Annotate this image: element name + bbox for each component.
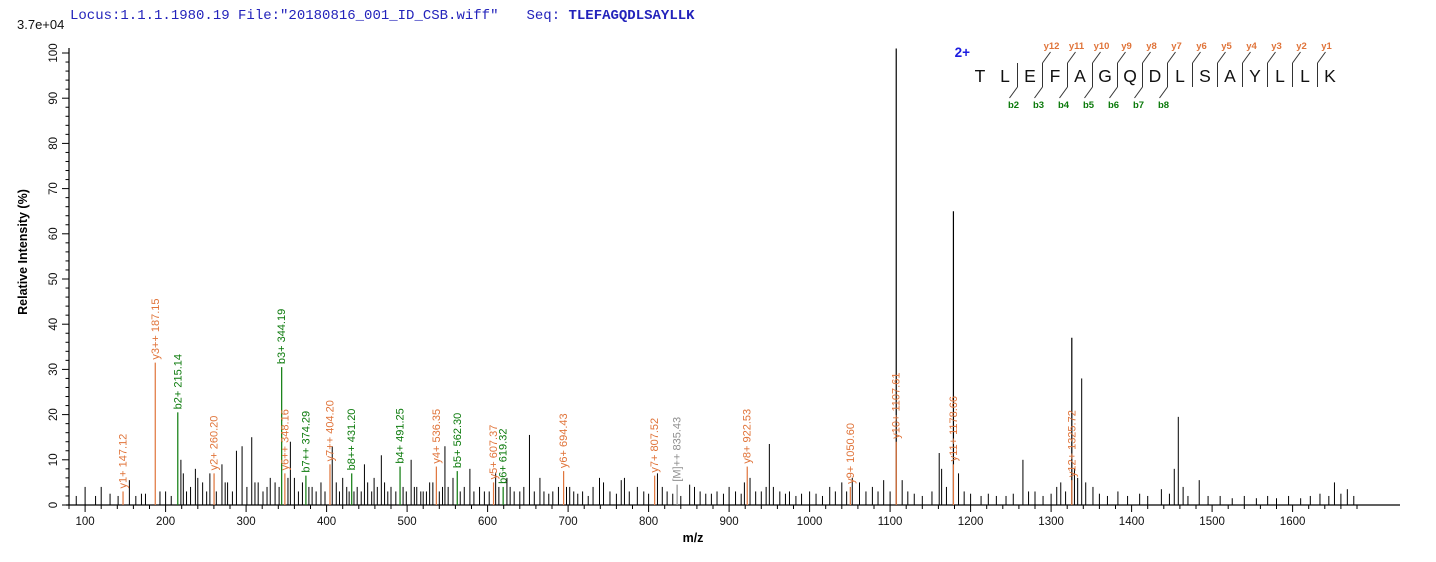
y-ion-marker: y3 [1271, 41, 1282, 52]
intensity-scale-note: 3.7e+04 [17, 17, 65, 32]
peak-annotation-label: y2+ 260.20 [209, 416, 221, 471]
peak-annotation-label: y10+ 1107.61 [891, 373, 903, 439]
y-ion-marker: y4 [1246, 41, 1257, 52]
svg-text:400: 400 [317, 516, 336, 528]
peak-annotation-label: y11+ 1178.66 [948, 396, 960, 461]
svg-text:10: 10 [48, 453, 60, 466]
svg-text:1300: 1300 [1038, 516, 1064, 528]
svg-text:90: 90 [48, 92, 60, 105]
peak-labels-layer: y1+ 147.12 y3++ 187.15 b2+ 215.14 y2+ 260.2… [118, 298, 1079, 488]
y-axis-title: Relative Intensity (%) [16, 189, 30, 315]
residue-letter: L [1300, 66, 1310, 86]
svg-text:200: 200 [156, 516, 175, 528]
seq-label: Seq: [526, 8, 561, 24]
header-line: Locus:1.1.1.1980.19 File:"20180816_001_I… [70, 8, 695, 24]
y-ion-marker: y1 [1321, 41, 1332, 52]
peak-annotation-label: y5+ 607.37 [488, 425, 500, 480]
svg-text:1200: 1200 [958, 516, 984, 528]
y-ion-marker: y12 [1044, 41, 1060, 52]
svg-text:800: 800 [639, 516, 658, 528]
b-ion-marker: b4 [1058, 100, 1070, 111]
locus-file-label: Locus:1.1.1.1980.19 File:"20180816_001_I… [70, 8, 499, 24]
svg-text:1500: 1500 [1199, 516, 1225, 528]
svg-text:1000: 1000 [797, 516, 823, 528]
svg-text:0: 0 [48, 502, 60, 508]
peak-annotation-label: y4+ 536.35 [431, 409, 443, 464]
b-ion-marker: b3 [1033, 100, 1044, 111]
svg-text:900: 900 [720, 516, 739, 528]
peak-annotation-label: y12+ 1325.72 [1066, 410, 1078, 477]
peak-annotation-label: b6+ 619.32 [498, 429, 510, 484]
residue-letter: Y [1249, 66, 1261, 86]
residue-letter: E [1024, 66, 1036, 86]
residue-letter: D [1149, 66, 1162, 86]
svg-text:100: 100 [76, 516, 95, 528]
residue-letter: K [1324, 66, 1336, 86]
svg-text:300: 300 [237, 516, 256, 528]
svg-text:1100: 1100 [878, 516, 903, 528]
svg-text:600: 600 [478, 516, 497, 528]
residue-letter: F [1050, 66, 1061, 86]
y-ion-marker: y7 [1171, 41, 1182, 52]
x-axis-title: m/z [683, 531, 704, 545]
svg-text:40: 40 [48, 318, 60, 331]
peak-annotation-label: y3++ 187.15 [150, 298, 162, 359]
peak-annotation-label: y6++ 348.16 [279, 409, 291, 470]
residue-letter: A [1224, 66, 1236, 86]
b-ion-marker: b8 [1158, 100, 1169, 111]
svg-text:80: 80 [48, 137, 60, 150]
annotated-peaks-layer [122, 48, 1073, 505]
peak-annotation-label: y9+ 1050.60 [845, 423, 857, 484]
svg-text:1400: 1400 [1119, 516, 1145, 528]
residue-letter: A [1074, 66, 1086, 86]
residue-letter: T [975, 66, 986, 86]
peak-annotation-label: b8++ 431.20 [346, 409, 358, 471]
svg-text:700: 700 [559, 516, 578, 528]
svg-text:20: 20 [48, 408, 60, 421]
svg-text:50: 50 [48, 273, 60, 286]
y-ion-marker: y2 [1296, 41, 1307, 52]
y-ion-marker: y8 [1146, 41, 1157, 52]
background-peaks-layer [75, 378, 1355, 505]
svg-text:500: 500 [398, 516, 417, 528]
y-ion-marker: y6 [1196, 41, 1207, 52]
residue-letter: L [1175, 66, 1185, 86]
peak-annotation-label: [M]++ 835.43 [672, 417, 684, 482]
y-ion-marker: y10 [1094, 41, 1110, 52]
residue-letter: G [1098, 66, 1112, 86]
y-ion-marker: y11 [1069, 41, 1085, 52]
peak-annotation-label: b2+ 215.14 [172, 354, 184, 409]
peak-annotation-label: b7++ 374.29 [300, 411, 312, 473]
svg-text:1600: 1600 [1280, 516, 1306, 528]
residue-letter: L [1000, 66, 1010, 86]
peak-annotation-label: y6+ 694.43 [558, 413, 570, 468]
peak-annotation-label: y8+ 922.53 [742, 409, 754, 464]
svg-text:70: 70 [48, 182, 60, 195]
y-axis: 0 10 20 30 40 50 60 70 80 90 100 Relative Intensity… [16, 43, 70, 508]
peak-annotation-label: y1+ 147.12 [118, 434, 130, 489]
peak-annotation-label: y7++ 404.20 [324, 400, 336, 461]
seq-value: TLEFAGQDLSAYLLK [568, 8, 695, 24]
y-ion-marker: y5 [1221, 41, 1232, 52]
peak-annotation-label: y7+ 807.52 [649, 418, 661, 473]
peak-annotation-label: b3+ 344.19 [276, 309, 288, 364]
precursor-charge-label: 2+ [955, 45, 971, 60]
residue-letter: Q [1123, 66, 1137, 86]
peak-annotation-label: b5+ 562.30 [452, 413, 464, 468]
peak-annotation-label: b4+ 491.25 [395, 408, 407, 463]
x-axis: 100 200 300 400 500 600 700 800 900 1000 1100 1200 1… [66, 504, 1400, 545]
b-ion-marker: b6 [1108, 100, 1119, 111]
b-ion-marker: b2 [1008, 100, 1019, 111]
residue-letter: S [1199, 66, 1211, 86]
b-ion-marker: b5 [1083, 100, 1095, 111]
residue-letter: L [1275, 66, 1285, 86]
svg-text:30: 30 [48, 363, 60, 376]
y-ion-marker: y9 [1121, 41, 1132, 52]
b-ion-marker: b7 [1133, 100, 1144, 111]
svg-text:100: 100 [48, 43, 60, 62]
svg-text:60: 60 [48, 227, 60, 240]
